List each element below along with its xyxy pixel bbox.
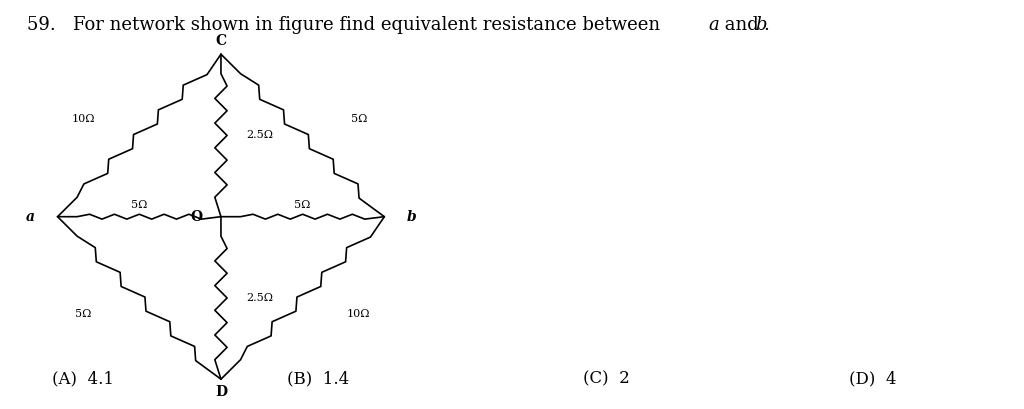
Text: and: and [719,16,765,34]
Text: O: O [190,210,203,224]
Text: 2.5Ω: 2.5Ω [246,130,273,140]
Text: 2.5Ω: 2.5Ω [246,293,273,303]
Text: a: a [708,16,719,34]
Text: 5Ω: 5Ω [295,200,311,209]
Text: (B)  1.4: (B) 1.4 [288,371,349,388]
Text: 10Ω: 10Ω [72,114,95,124]
Text: 5Ω: 5Ω [350,114,367,124]
Text: D: D [215,385,227,399]
Text: (A)  4.1: (A) 4.1 [52,371,115,388]
Text: a: a [26,210,35,224]
Text: b: b [755,16,767,34]
Text: (D)  4: (D) 4 [849,371,896,388]
Text: 5Ω: 5Ω [75,309,91,319]
Text: C: C [215,34,226,48]
Text: 10Ω: 10Ω [347,309,371,319]
Text: (C)  2: (C) 2 [584,371,630,388]
Text: .: . [763,16,769,34]
Text: 5Ω: 5Ω [131,200,147,209]
Text: 59.   For network shown in figure find equivalent resistance between: 59. For network shown in figure find equ… [27,16,666,34]
Text: b: b [407,210,417,224]
